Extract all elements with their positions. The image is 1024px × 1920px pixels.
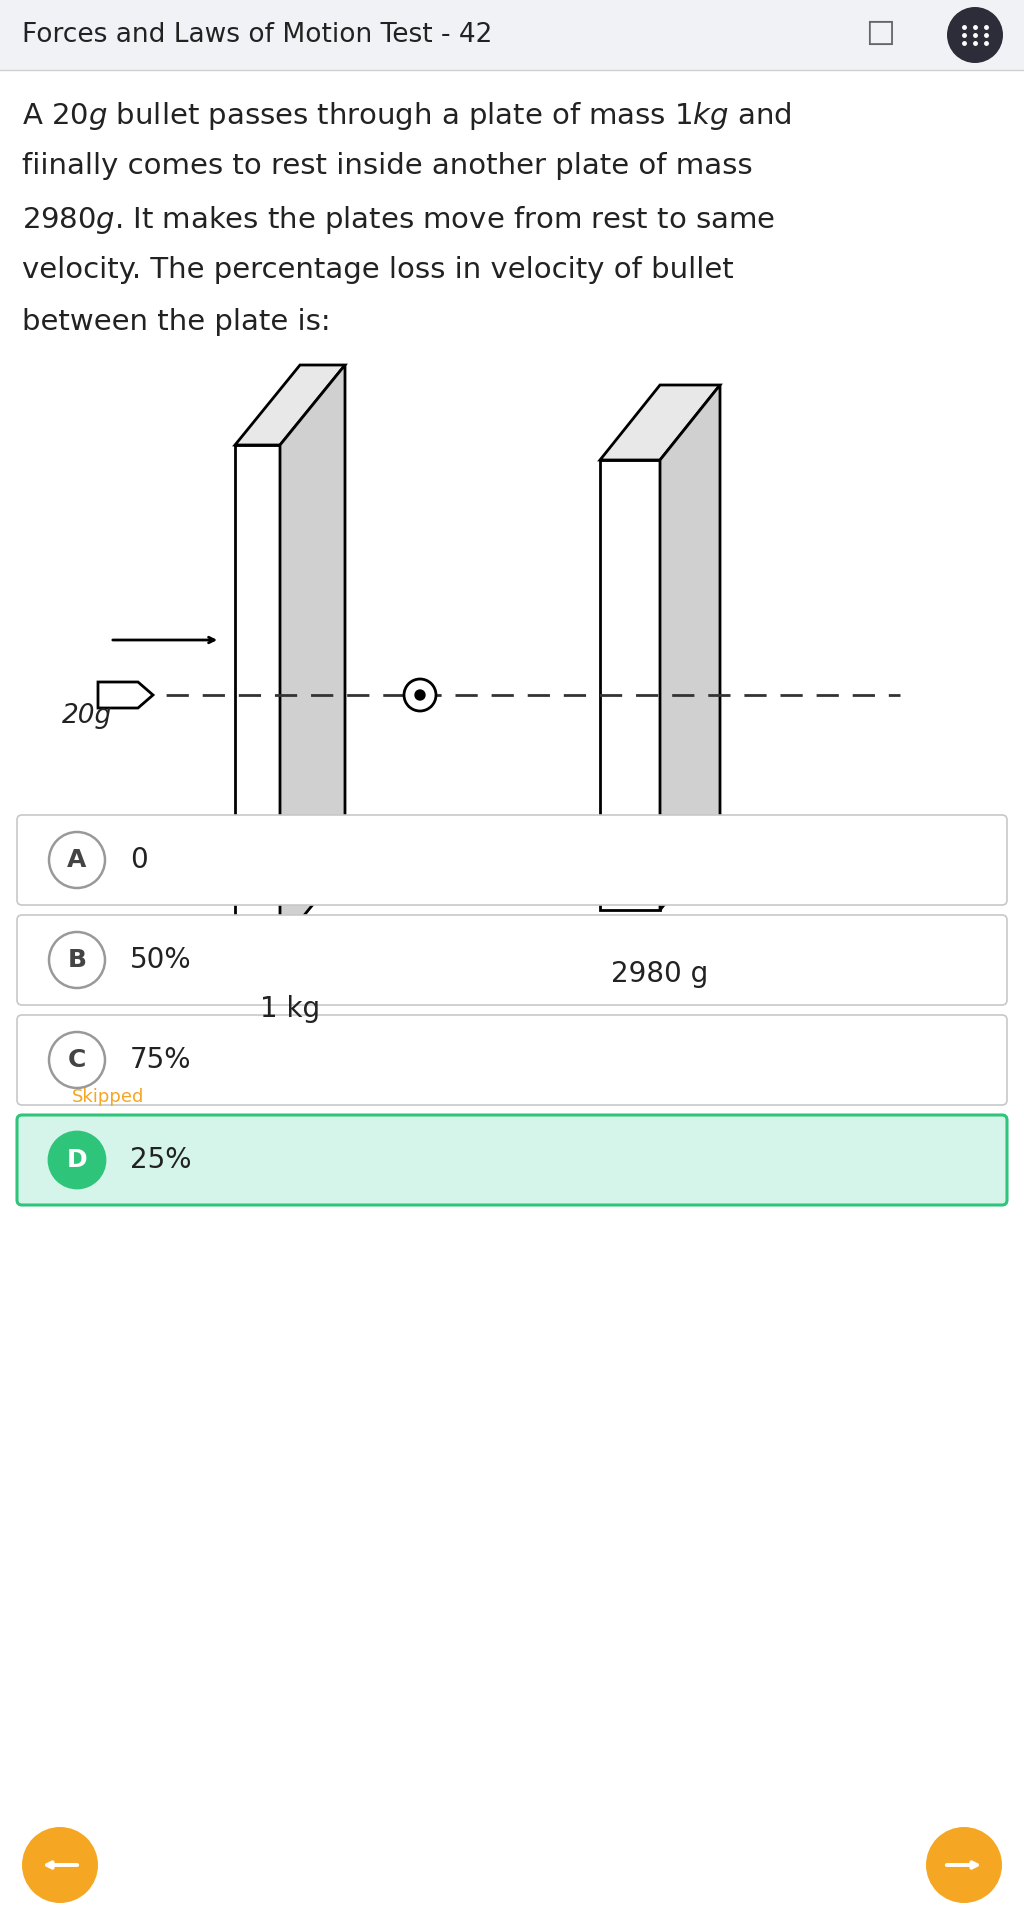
Text: velocity. The percentage loss in velocity of bullet: velocity. The percentage loss in velocit…	[22, 255, 734, 284]
Text: fiinally comes to rest inside another plate of mass: fiinally comes to rest inside another pl…	[22, 152, 753, 180]
Text: D: D	[67, 1148, 87, 1171]
Circle shape	[404, 680, 436, 710]
Text: between the plate is:: between the plate is:	[22, 307, 331, 336]
Polygon shape	[234, 365, 345, 445]
FancyBboxPatch shape	[17, 814, 1007, 904]
FancyBboxPatch shape	[17, 916, 1007, 1004]
Text: 2980 g: 2980 g	[611, 960, 709, 989]
Text: B: B	[68, 948, 86, 972]
Text: Forces and Laws of Motion Test - 42: Forces and Laws of Motion Test - 42	[22, 21, 493, 48]
Circle shape	[49, 1133, 105, 1188]
Text: C: C	[68, 1048, 86, 1071]
Circle shape	[947, 8, 1002, 63]
Circle shape	[22, 1828, 98, 1903]
Circle shape	[49, 1033, 105, 1089]
Circle shape	[926, 1828, 1002, 1903]
Circle shape	[49, 831, 105, 887]
Text: 0: 0	[130, 847, 147, 874]
Text: 20g: 20g	[62, 703, 113, 730]
Text: 50%: 50%	[130, 947, 191, 973]
Text: 1 kg: 1 kg	[260, 995, 321, 1023]
Polygon shape	[600, 386, 720, 461]
Text: 2980$g$. It makes the plates move from rest to same: 2980$g$. It makes the plates move from r…	[22, 204, 775, 236]
Text: ☐: ☐	[865, 19, 895, 52]
Polygon shape	[234, 445, 280, 945]
Text: 75%: 75%	[130, 1046, 191, 1073]
FancyBboxPatch shape	[0, 0, 1024, 69]
Text: A: A	[68, 849, 87, 872]
Circle shape	[415, 689, 425, 701]
FancyBboxPatch shape	[17, 1116, 1007, 1206]
Polygon shape	[660, 386, 720, 910]
Text: Skipped: Skipped	[72, 1089, 144, 1106]
Polygon shape	[98, 682, 153, 708]
Polygon shape	[280, 365, 345, 945]
Polygon shape	[600, 461, 660, 910]
FancyBboxPatch shape	[17, 1016, 1007, 1106]
Circle shape	[49, 931, 105, 989]
Text: 25%: 25%	[130, 1146, 191, 1173]
Text: A 20$g$ bullet passes through a plate of mass 1$kg$ and: A 20$g$ bullet passes through a plate of…	[22, 100, 792, 132]
